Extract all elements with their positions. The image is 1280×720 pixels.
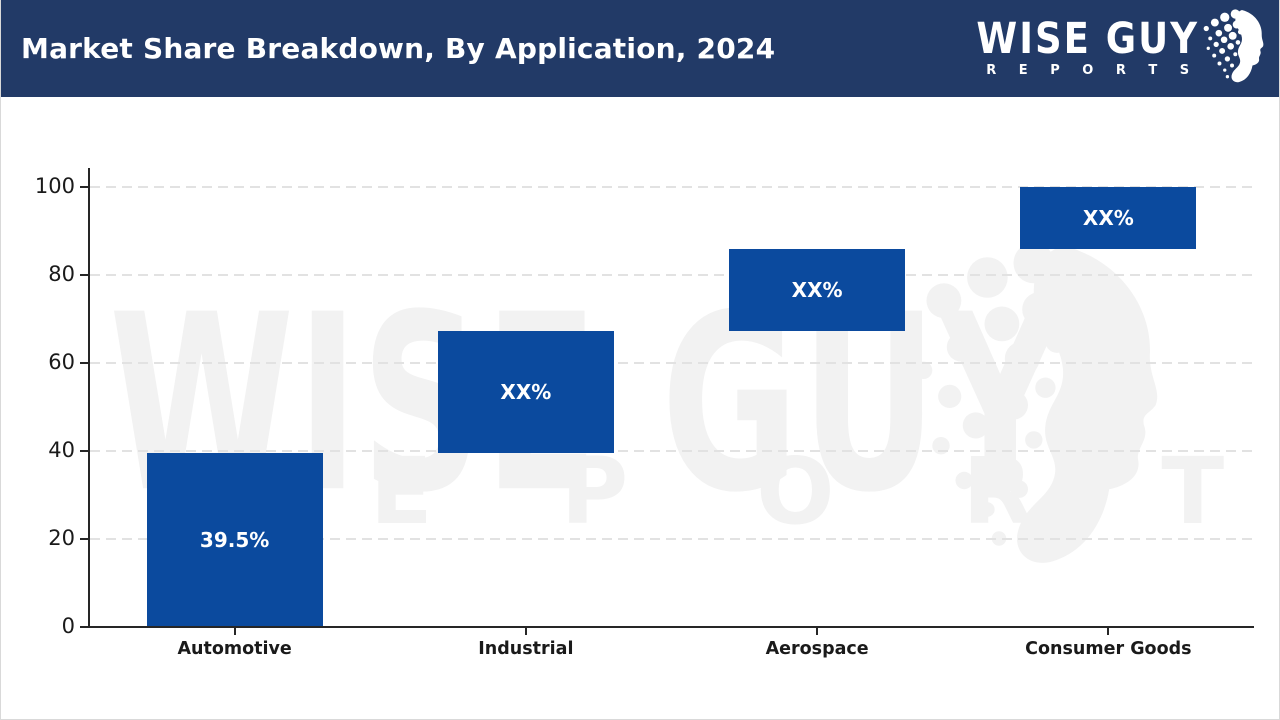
bar-industrial: XX% (437, 330, 614, 454)
y-axis-tick (80, 186, 88, 188)
bar-value-label: XX% (791, 277, 843, 302)
y-axis-tick (80, 274, 88, 276)
brand-subtitle: R E P O R T S (986, 63, 1199, 78)
brand-name: WISE GUY (976, 13, 1199, 64)
x-axis-category-label: Automotive (177, 639, 292, 659)
x-axis-tick (816, 628, 819, 635)
x-axis-tick (233, 628, 236, 635)
gridline (90, 450, 1254, 452)
x-axis-category-label: Aerospace (765, 639, 869, 659)
bar-aerospace: XX% (729, 248, 906, 331)
y-axis-tick (80, 362, 88, 364)
x-axis-category-label: Consumer Goods (1025, 639, 1192, 659)
gridline (90, 186, 1254, 188)
x-axis-tick (1107, 628, 1110, 635)
bar-consumer-goods: XX% (1020, 187, 1197, 249)
y-axis-tick (80, 626, 88, 628)
y-axis-tick-label: 0 (61, 614, 75, 638)
x-axis-tick (524, 628, 527, 635)
page-title: Market Share Breakdown, By Application, … (21, 32, 776, 65)
bar-automotive: 39.5% (146, 453, 323, 627)
gridline (90, 274, 1254, 276)
y-axis-tick-label: 40 (48, 438, 75, 462)
x-axis-category-label: Industrial (478, 639, 574, 659)
bar-value-label: 39.5% (199, 528, 270, 553)
bar-value-label: XX% (500, 380, 552, 405)
y-axis-tick-label: 80 (48, 262, 75, 286)
y-axis-line (88, 168, 90, 628)
wise-guy-head-icon (1201, 7, 1267, 91)
y-axis-tick-label: 100 (34, 174, 75, 198)
brand-logo-text: WISE GUY R E P O R T S (976, 13, 1199, 78)
gridline (90, 362, 1254, 364)
bar-value-label: XX% (1082, 205, 1134, 230)
watermark-head-icon (883, 226, 1173, 594)
header: Market Share Breakdown, By Application, … (1, 0, 1279, 97)
brand-logo: WISE GUY R E P O R T S (976, 7, 1267, 91)
y-axis-tick (80, 538, 88, 540)
gridline (90, 538, 1254, 540)
y-axis-tick-label: 20 (48, 526, 75, 550)
y-axis-tick-label: 60 (48, 350, 75, 374)
y-axis-tick (80, 450, 88, 452)
x-axis-line (86, 626, 1254, 628)
